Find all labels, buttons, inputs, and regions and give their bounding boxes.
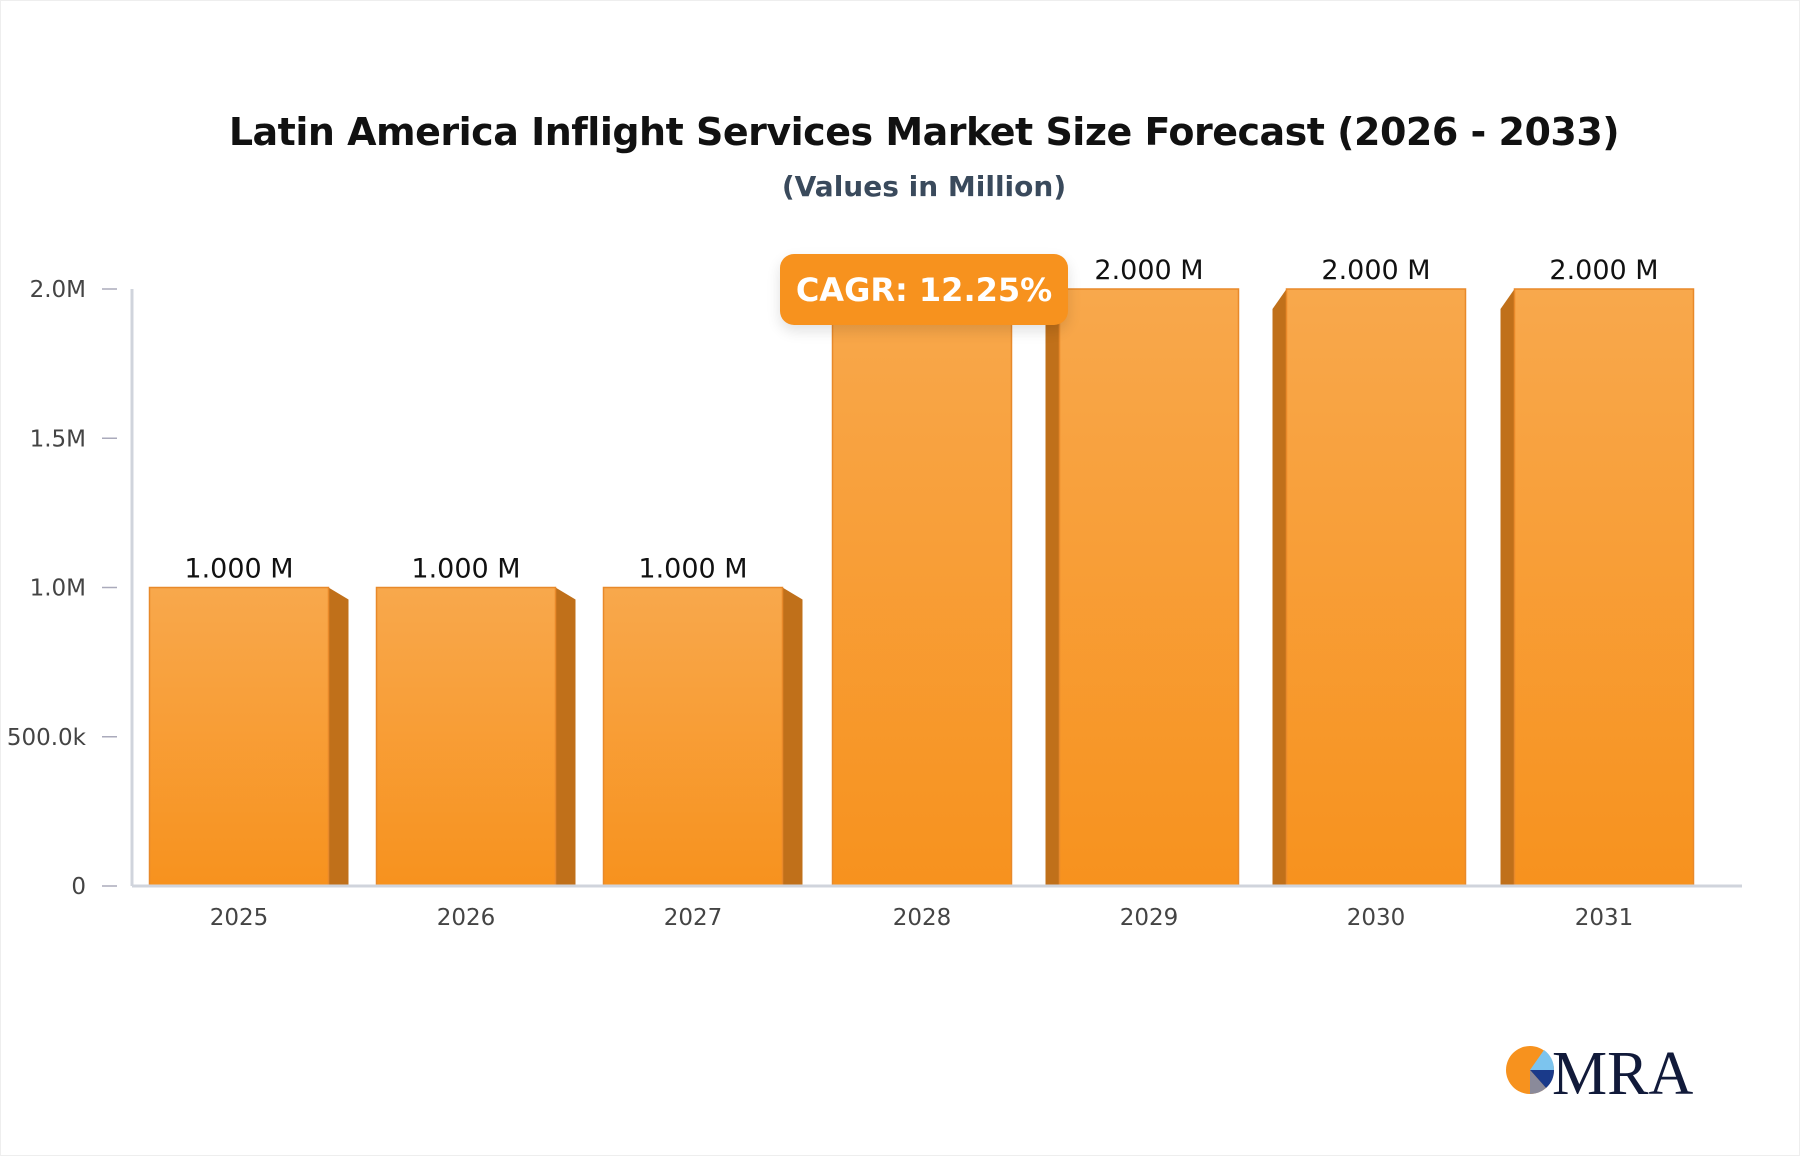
x-tick-label: 2031 [1575,905,1634,931]
bar-side [782,587,803,886]
bar-side [328,587,349,886]
chart-title: Latin America Inflight Services Market S… [228,110,1620,154]
data-label: 1.000 M [411,554,520,585]
x-tick-label: 2027 [664,905,723,931]
bar-2029 [1058,288,1240,887]
y-tick-label: 0 [71,874,86,900]
data-label: 1.000 M [638,554,747,585]
chart-subtitle: (Values in Million) [781,170,1067,203]
bar-side [1045,289,1060,886]
svg-text:MRA: MRA [1552,1040,1693,1100]
bar-2031 [1513,288,1695,887]
data-label: 1.000 M [184,554,293,585]
data-label: 2.000 M [1549,255,1658,286]
bar-side [1500,289,1515,886]
mra-logo: MRA [1504,1036,1704,1100]
bar-side [1272,289,1287,886]
y-tick-label: 2.0M [30,277,86,303]
y-tick-label: 1.0M [30,576,86,602]
cagr-badge: CAGR: 12.25% [780,254,1068,325]
x-tick-label: 2025 [210,905,269,931]
bar-2028 [831,288,1013,887]
x-tick-label: 2029 [1120,905,1179,931]
y-tick-label: 1.5M [30,426,86,452]
bar-2030 [1285,288,1467,887]
y-tick-label: 500.0k [7,725,87,751]
data-label: 2.000 M [1094,255,1203,286]
bar-2026 [375,586,557,887]
x-tick-label: 2026 [437,905,496,931]
x-tick-label: 2030 [1347,905,1406,931]
bar-2027 [602,586,784,887]
bar-side [555,587,576,886]
data-label: 2.000 M [1321,255,1430,286]
x-tick-label: 2028 [893,905,952,931]
bar-2025 [148,586,330,887]
